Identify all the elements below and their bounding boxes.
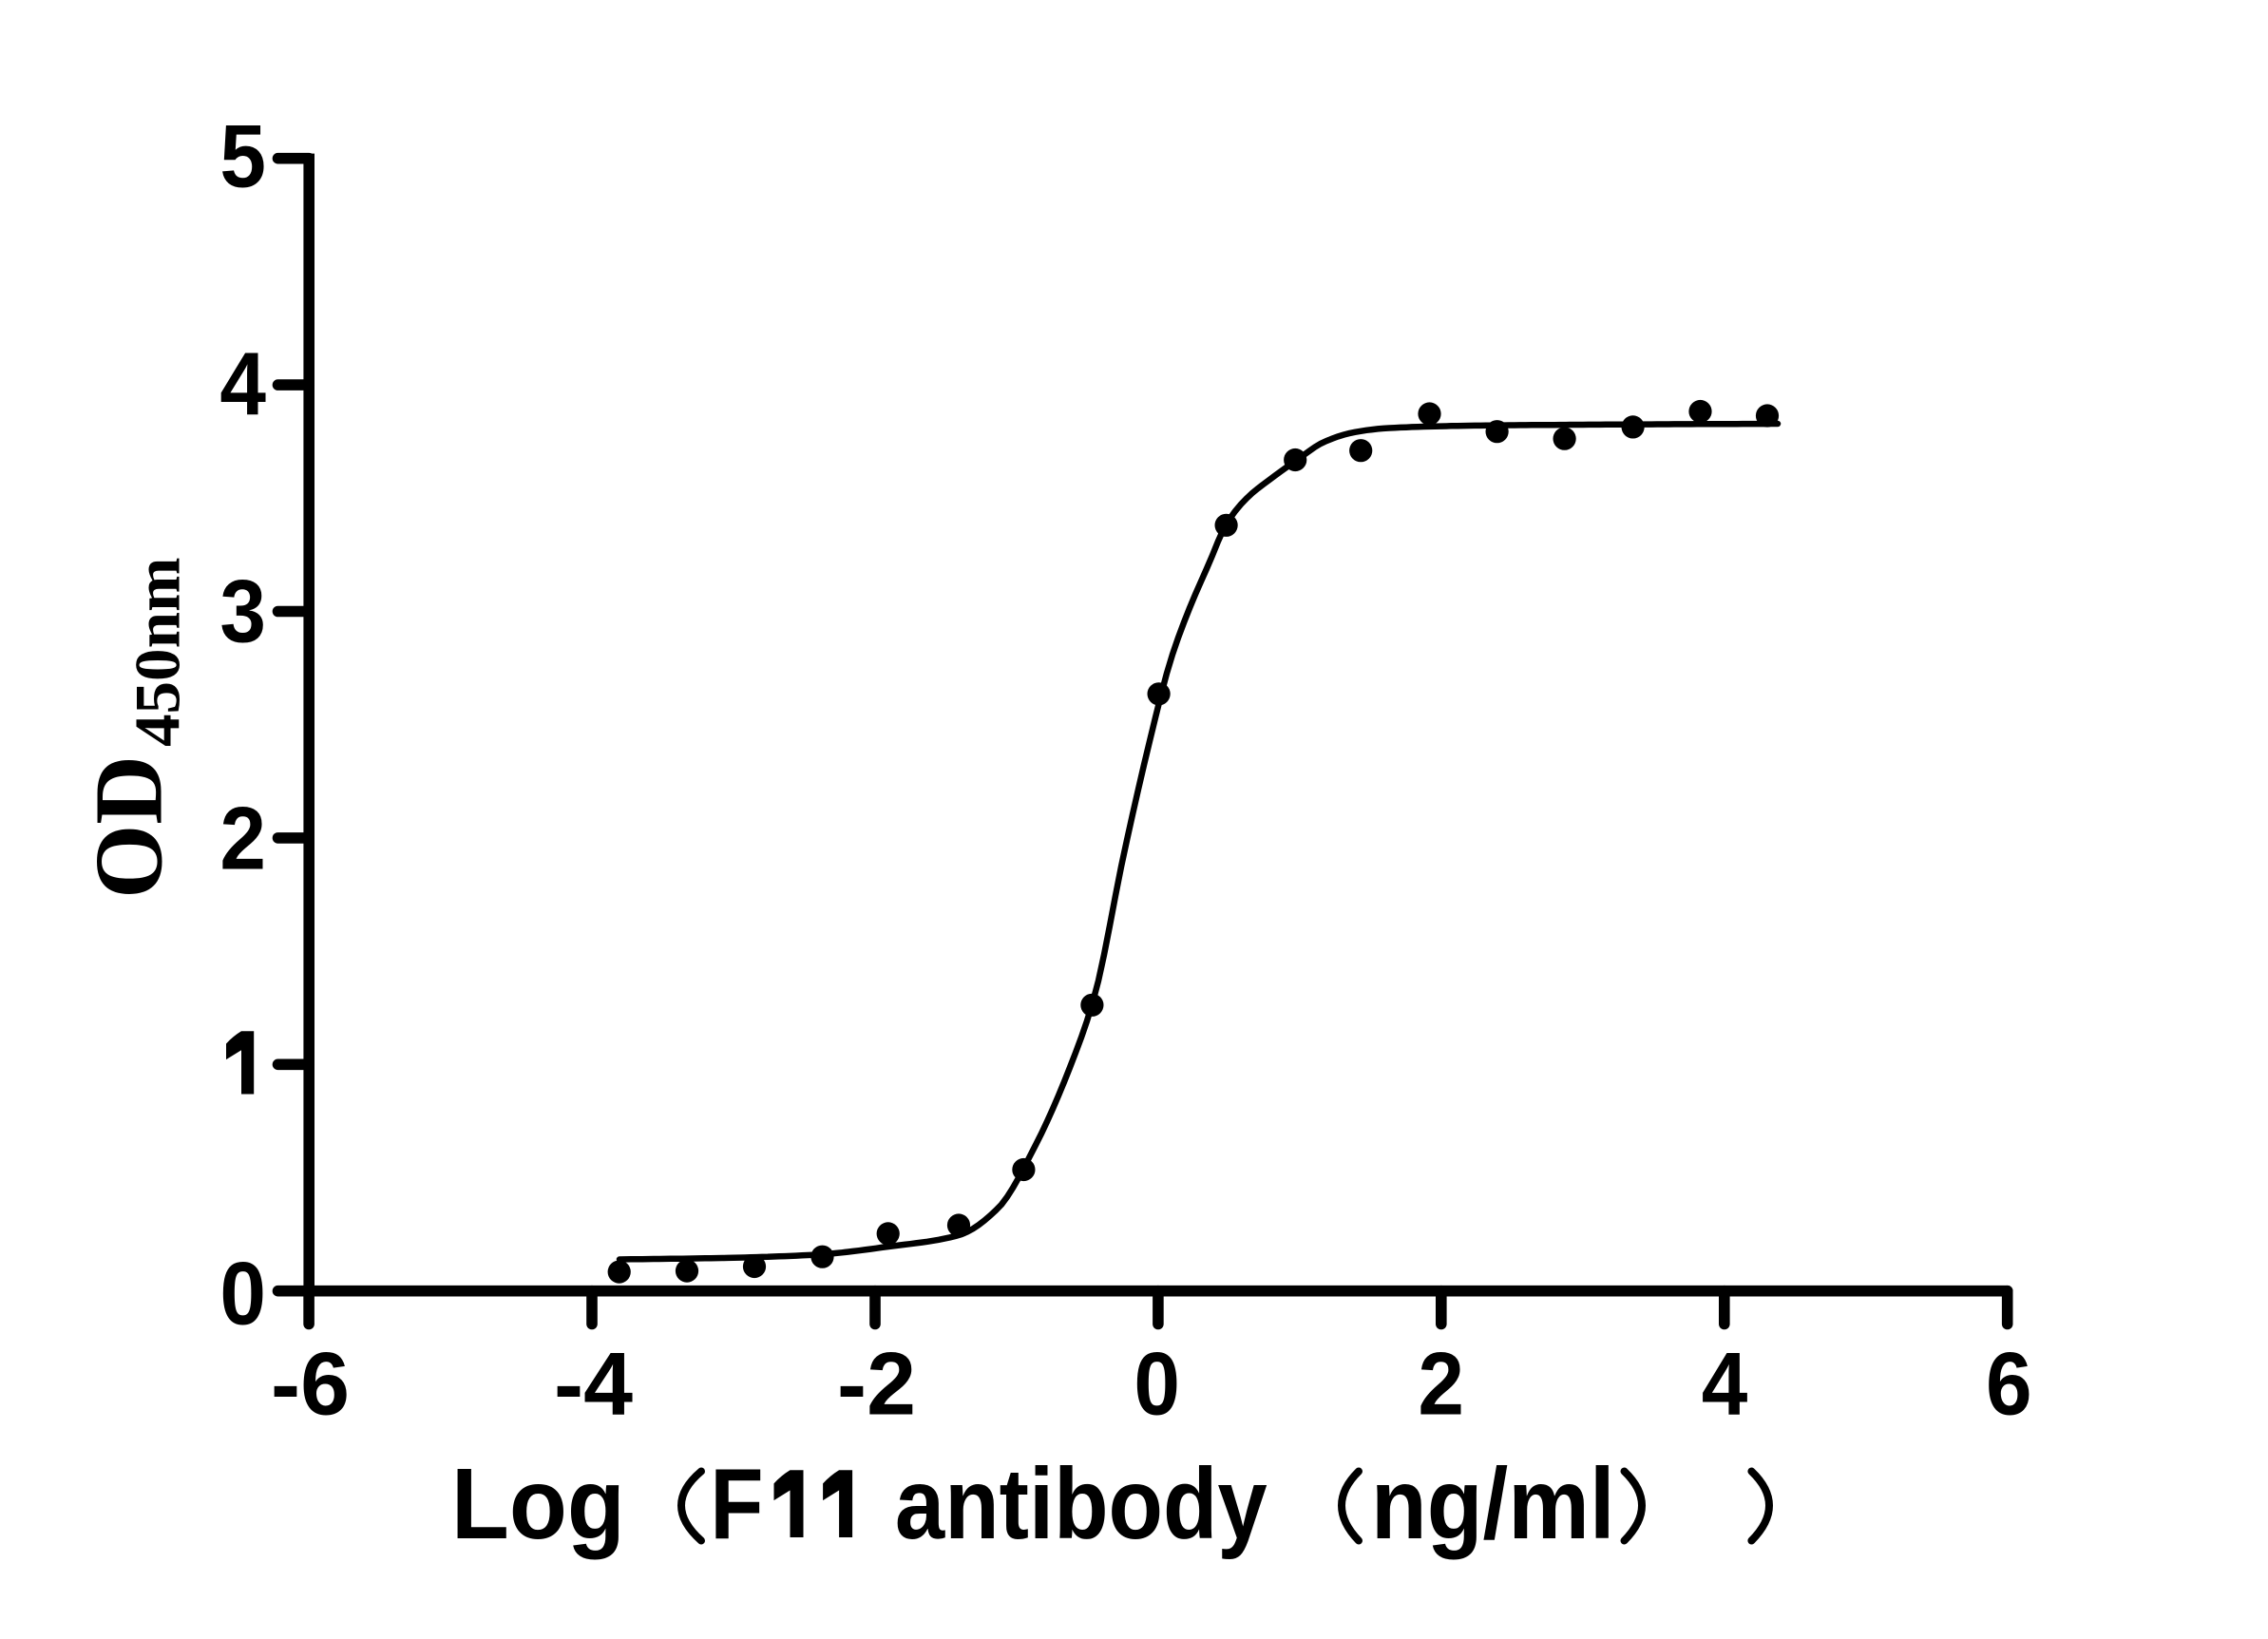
svg-text:2: 2 [219, 789, 266, 888]
svg-text:F: F [710, 1448, 763, 1560]
svg-text:ng/ml: ng/ml [1371, 1448, 1615, 1560]
svg-text:-6: -6 [271, 1334, 350, 1434]
svg-text:0: 0 [1134, 1334, 1180, 1434]
svg-text:0: 0 [219, 1244, 266, 1344]
svg-text:4: 4 [219, 334, 266, 433]
svg-text:5: 5 [219, 105, 266, 205]
svg-text:2: 2 [1418, 1334, 1464, 1434]
svg-text:6: 6 [1986, 1334, 2032, 1434]
svg-text:4: 4 [1702, 1334, 1748, 1434]
svg-text:3: 3 [219, 561, 266, 660]
svg-text:antibody: antibody [895, 1448, 1267, 1560]
svg-text:-4: -4 [554, 1334, 633, 1434]
svg-text:OD: OD [76, 755, 183, 899]
svg-text:Log: Log [451, 1448, 625, 1560]
svg-text:-2: -2 [837, 1334, 916, 1434]
svg-text:450nm: 450nm [121, 558, 193, 748]
